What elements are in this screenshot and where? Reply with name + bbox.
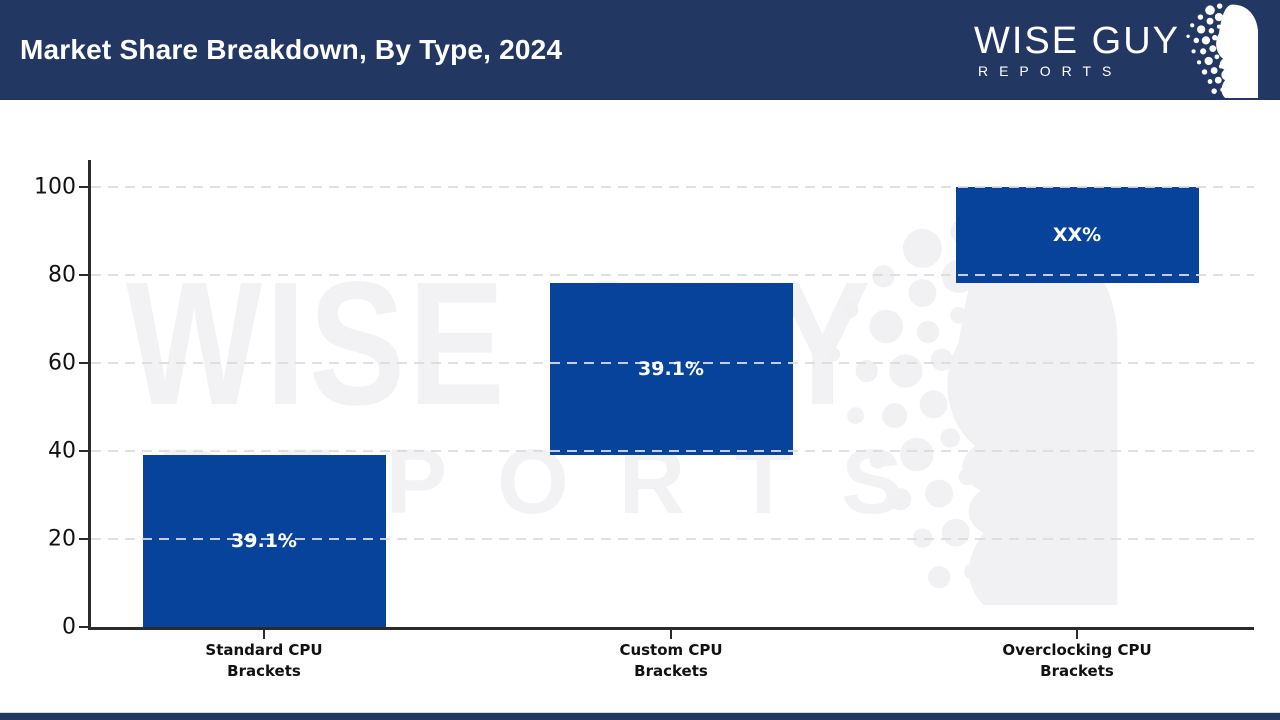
header-bar: Market Share Breakdown, By Type, 2024 WI… [0,0,1280,100]
y-tick-label-20: 20 [48,526,76,552]
bar-segment-1 [142,454,386,627]
y-tick-mark-20 [79,538,89,540]
y-tick-label-60: 60 [48,350,76,376]
gridline-y60 [91,362,1254,364]
logo-wordmark: WISE GUY [973,19,1180,62]
y-tick-mark-80 [79,274,89,276]
bar-value-label-3: XX% [1052,223,1102,246]
logo-face-dots-icon [1166,2,1276,98]
footer-rule [0,712,1280,713]
x-category-label-2: Custom CPU Brackets [619,641,723,680]
y-tick-label-80: 80 [48,262,76,288]
bar-value-label-1: 39.1% [231,529,297,552]
y-tick-mark-0 [79,626,89,628]
x-category-label-3: Overclocking CPU Brackets [1002,641,1152,680]
bar-value-label-2: 39.1% [638,357,704,380]
x-axis-spine [88,627,1254,630]
gridline-y100 [91,186,1254,188]
page-title: Market Share Breakdown, By Type, 2024 [20,34,563,65]
x-category-label-1: Standard CPU Brackets [205,641,323,680]
y-tick-mark-100 [79,186,89,188]
y-tick-mark-60 [79,362,89,364]
y-tick-label-40: 40 [48,438,76,464]
x-tick-mark-3 [1076,630,1078,639]
gridline-y20 [91,538,1254,540]
footer-bar [0,713,1280,720]
x-tick-mark-1 [263,630,265,639]
x-tick-mark-2 [670,630,672,639]
y-tick-mark-40 [79,450,89,452]
gridline-y40 [91,450,1254,452]
logo-subtext: REPORTS [977,62,1123,79]
y-tick-label-0: 0 [62,614,76,640]
y-axis-spine [88,160,91,629]
bar-segment-2 [549,282,793,455]
logo-text: WISE GUY REPORTS [974,22,1180,79]
gridline-y80 [91,274,1254,276]
wise-guy-reports-logo: WISE GUY REPORTS [974,0,1280,100]
y-tick-label-100: 100 [34,174,76,200]
